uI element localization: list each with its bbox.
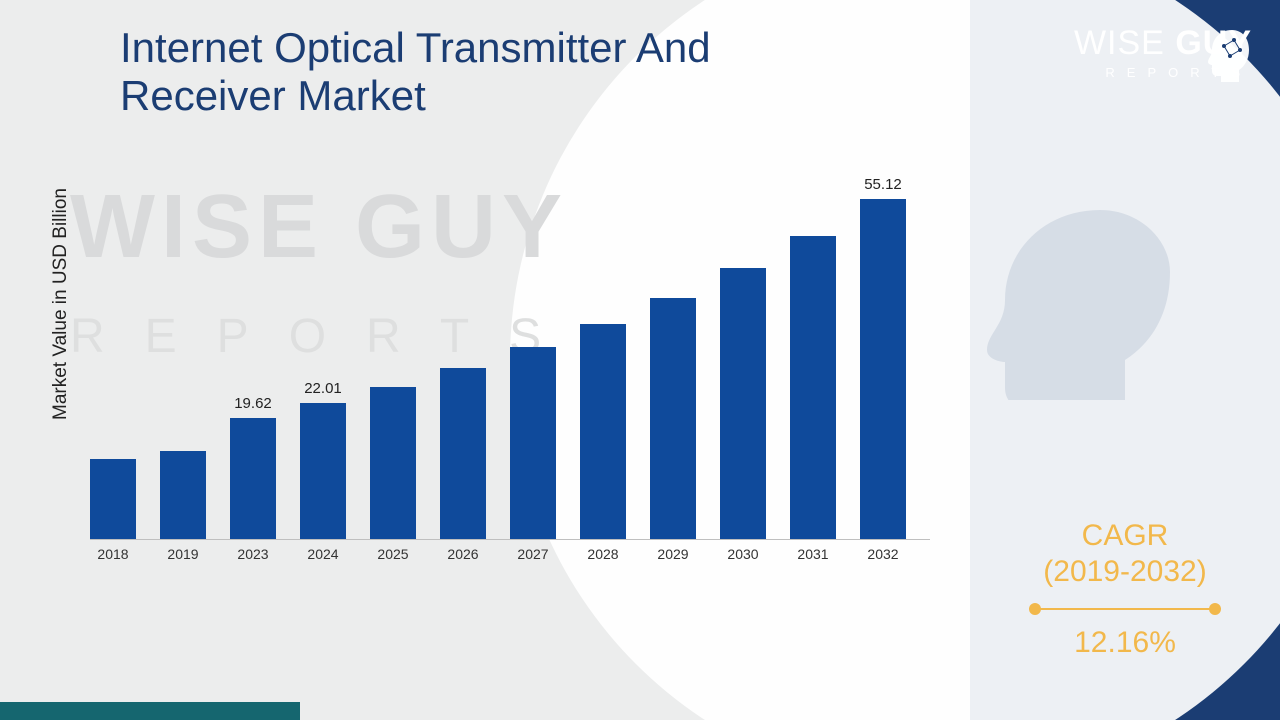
report-graphic: WISE GUYREPORTS Internet Optical Transmi… bbox=[0, 0, 1280, 720]
bar bbox=[230, 418, 276, 539]
cagr-divider bbox=[1035, 608, 1215, 610]
x-tick: 2029 bbox=[638, 546, 708, 562]
bar bbox=[300, 403, 346, 539]
x-tick: 2031 bbox=[778, 546, 848, 562]
ai-head-icon bbox=[1202, 26, 1258, 82]
x-tick: 2026 bbox=[428, 546, 498, 562]
bar-value-label: 55.12 bbox=[848, 176, 918, 193]
y-axis-label: Market Value in USD Billion bbox=[50, 188, 72, 420]
bar bbox=[720, 268, 766, 539]
bar-chart: 19.6222.0155.12 201820192023202420252026… bbox=[90, 170, 930, 570]
x-tick: 2019 bbox=[148, 546, 218, 562]
x-tick: 2023 bbox=[218, 546, 288, 562]
x-tick: 2025 bbox=[358, 546, 428, 562]
bar-value-label: 19.62 bbox=[218, 395, 288, 412]
bar bbox=[440, 368, 486, 539]
cagr-label: CAGR bbox=[1082, 519, 1169, 552]
x-tick: 2032 bbox=[848, 546, 918, 562]
bar bbox=[510, 347, 556, 539]
plot-area: 19.6222.01 55.12 bbox=[90, 170, 930, 540]
bar bbox=[650, 298, 696, 539]
bar-value-label: 22.01 bbox=[288, 380, 358, 397]
x-tick: 2030 bbox=[708, 546, 778, 562]
bottom-accent-bar bbox=[0, 702, 300, 720]
bar bbox=[370, 387, 416, 539]
x-tick: 2018 bbox=[78, 546, 148, 562]
x-tick: 2028 bbox=[568, 546, 638, 562]
logo-word-1: WISE bbox=[1074, 24, 1165, 62]
x-tick: 2027 bbox=[498, 546, 568, 562]
cagr-value: 12.16% bbox=[1010, 626, 1240, 660]
page-title: Internet Optical Transmitter And Receive… bbox=[120, 24, 840, 121]
bar bbox=[790, 236, 836, 539]
bar bbox=[90, 459, 136, 539]
x-tick: 2024 bbox=[288, 546, 358, 562]
brand-logo: WISE GUY REPORTS bbox=[992, 24, 1252, 80]
side-watermark-icon bbox=[940, 200, 1220, 400]
cagr-panel: CAGR (2019-2032) 12.16% bbox=[1010, 518, 1240, 660]
bar bbox=[580, 324, 626, 539]
cagr-period: (2019-2032) bbox=[1043, 555, 1206, 588]
bar bbox=[160, 451, 206, 539]
bar bbox=[860, 199, 906, 539]
